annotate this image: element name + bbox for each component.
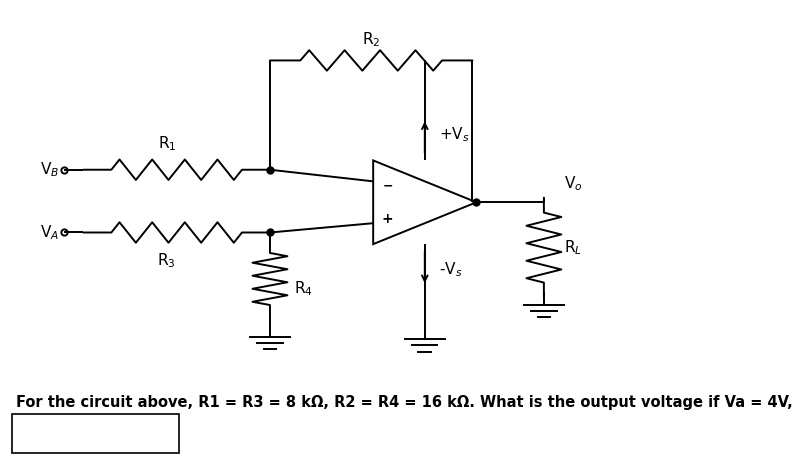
Text: V$_o$: V$_o$	[564, 174, 582, 193]
Text: R$_2$: R$_2$	[362, 30, 380, 49]
FancyBboxPatch shape	[12, 414, 179, 453]
Text: R$_4$: R$_4$	[294, 279, 313, 298]
Text: +: +	[382, 212, 393, 226]
Text: R$_1$: R$_1$	[157, 135, 176, 153]
Text: V$_B$: V$_B$	[40, 160, 60, 179]
Text: V$_A$: V$_A$	[40, 223, 60, 242]
Text: For the circuit above, R1 = R3 = 8 kΩ, R2 = R4 = 16 kΩ. What is the output volta: For the circuit above, R1 = R3 = 8 kΩ, R…	[16, 395, 794, 410]
Text: −: −	[382, 179, 393, 192]
Text: R$_3$: R$_3$	[157, 251, 176, 270]
Text: +V$_s$: +V$_s$	[439, 126, 470, 144]
Text: -V$_s$: -V$_s$	[439, 260, 462, 279]
Text: R$_L$: R$_L$	[564, 238, 582, 257]
